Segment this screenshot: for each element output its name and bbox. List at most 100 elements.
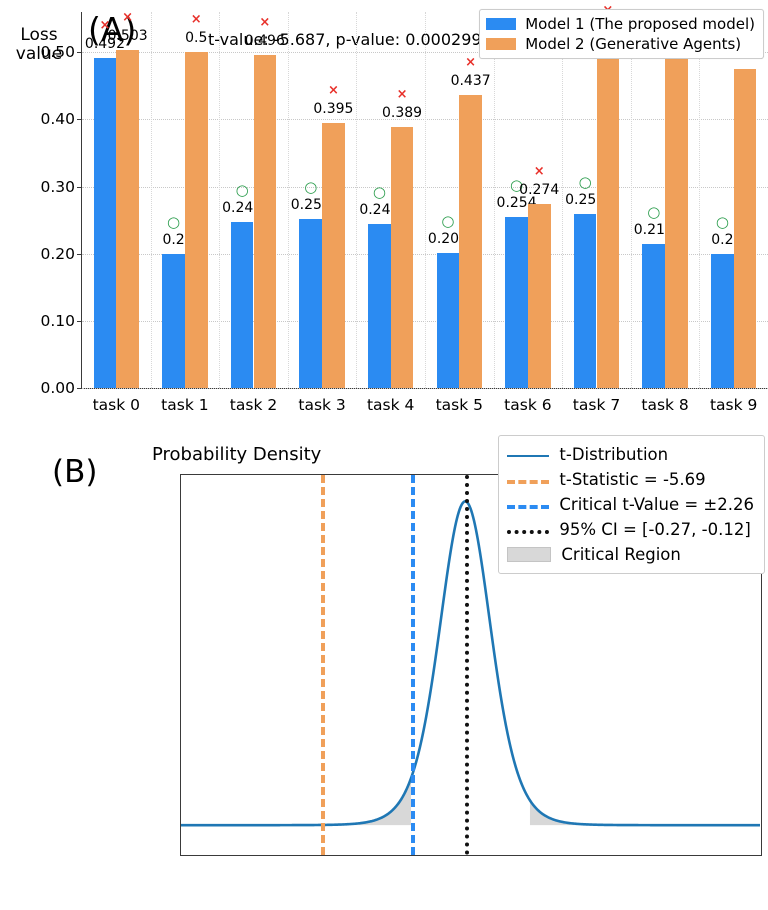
bar-value-label: 0.247 — [222, 200, 263, 217]
significance-marker-x: × — [465, 54, 477, 70]
bar-model-1[interactable] — [711, 253, 734, 388]
panel-b-plot-area: 0.000.050.100.150.200.250.300.350.40−10.… — [180, 474, 762, 856]
significance-marker-x: × — [122, 10, 134, 26]
bar-model-2[interactable] — [596, 42, 620, 388]
legend-label-model-1: Model 1 (The proposed model) — [525, 15, 755, 33]
bar-model-2[interactable] — [665, 58, 688, 388]
legend-marker-dashed — [507, 473, 550, 487]
panel-a-x-tick-label: task 0 — [92, 396, 141, 414]
gridline-vertical — [493, 12, 495, 388]
panel-a-x-tick-label: task 5 — [435, 396, 484, 414]
bar-model-2[interactable] — [322, 122, 345, 388]
critical-region-right — [529, 800, 760, 826]
panel-a-y-axis-label-line1: Loss — [20, 25, 58, 45]
panel-a-stat-annotation: t-value: -5.687, p-value: 0.000299 — [208, 30, 482, 49]
bar-model-1[interactable] — [230, 222, 254, 388]
panel-a-y-tick-label: 0.40 — [40, 110, 81, 129]
bar-model-1[interactable] — [299, 219, 323, 388]
bar-model-2[interactable] — [527, 204, 551, 388]
bar-model-1[interactable] — [642, 244, 666, 388]
bar-value-label: 0.5 — [185, 30, 208, 47]
bar-value-label: 0.492 — [84, 35, 126, 52]
gridline-horizontal — [82, 388, 768, 389]
legend-label: t-Distribution — [559, 445, 669, 464]
panel-a-x-tick-label: task 4 — [366, 396, 415, 414]
panel-b-distribution-chart: (B) Probability Density 0.000.050.100.15… — [0, 432, 768, 910]
vertical-line-critical-t-value-lower — [411, 475, 416, 855]
gridline-vertical — [425, 12, 426, 388]
vertical-line-t-statistic — [320, 475, 325, 855]
legend-marker-patch — [507, 547, 552, 562]
bar-value-label: 0.2 — [711, 231, 734, 248]
bar-model-1[interactable] — [93, 57, 117, 388]
legend-item: Model 1 (The proposed model) — [486, 14, 755, 34]
vertical-line-95-ci — [465, 475, 470, 855]
bar-model-1[interactable] — [573, 214, 597, 388]
gridline-vertical — [219, 12, 221, 388]
bar-model-1[interactable] — [162, 253, 185, 388]
legend-item: t-Statistic = -5.69 — [507, 467, 754, 492]
significance-marker-o: ○ — [372, 183, 386, 202]
panel-a-y-axis-label-line2: value — [15, 44, 63, 65]
significance-marker-o: ○ — [304, 178, 318, 197]
significance-marker-x: × — [190, 12, 202, 28]
gridline-vertical — [699, 12, 701, 388]
panel-a-y-tick-label: 0.30 — [40, 177, 81, 196]
bar-value-label: 0.503 — [107, 28, 148, 45]
panel-a-y-tick-label: 0.10 — [40, 311, 81, 330]
bar-model-1[interactable] — [368, 224, 391, 388]
bar-model-2[interactable] — [459, 94, 482, 388]
legend-marker-dotted — [507, 523, 550, 537]
legend-swatch-model-2 — [486, 38, 517, 50]
significance-marker-o: ○ — [510, 176, 524, 195]
significance-marker-o: ○ — [235, 181, 249, 200]
legend-item: Critical Region — [507, 542, 754, 567]
bar-model-2[interactable] — [733, 69, 757, 388]
bar-model-2[interactable] — [116, 50, 139, 388]
panel-a-x-tick-label: task 7 — [572, 396, 621, 414]
bar-value-label: 0.274 — [519, 182, 560, 199]
gridline-vertical — [630, 12, 632, 388]
bar-value-label: 0.395 — [313, 100, 354, 117]
panel-b-legend: t-Distribution t-Statistic = -5.69 Critica… — [498, 435, 765, 574]
bar-value-label: 0.254 — [496, 195, 537, 212]
significance-marker-x: × — [327, 82, 339, 98]
gridline-vertical — [562, 12, 564, 388]
legend-item: t-Distribution — [507, 442, 754, 467]
bar-value-label: 0.2 — [162, 231, 185, 248]
bar-value-label: 0.437 — [450, 72, 491, 89]
panel-a-y-tick-label: 0.50 — [40, 43, 81, 62]
significance-marker-o: ○ — [167, 212, 181, 231]
bar-value-label: 0.244 — [359, 202, 400, 219]
bar-model-1[interactable] — [436, 253, 460, 388]
legend-item: 95% CI = [-0.27, -0.12] — [507, 517, 754, 542]
legend-label: Critical t-Value = ±2.26 — [559, 495, 754, 514]
significance-marker-x: × — [99, 17, 111, 33]
bar-model-2[interactable] — [390, 126, 414, 388]
bar-model-1[interactable] — [505, 217, 528, 388]
gridline-vertical — [150, 12, 152, 388]
t-distribution-line — [181, 500, 760, 827]
bar-value-label: 0.496 — [244, 32, 285, 49]
gridline-vertical — [287, 12, 289, 388]
significance-marker-o: ○ — [578, 173, 592, 192]
legend-item: Critical t-Value = ±2.26 — [507, 492, 754, 517]
panel-a-x-tick-label: task 1 — [161, 396, 209, 414]
legend-label-model-2: Model 2 (Generative Agents) — [525, 35, 742, 53]
panel-b-title: Probability Density — [152, 444, 322, 465]
significance-marker-o: ○ — [647, 203, 661, 222]
panel-a-label: (A) — [88, 10, 137, 49]
panel-b-label: (B) — [52, 454, 98, 490]
bar-model-2[interactable] — [253, 54, 277, 388]
significance-marker-x: × — [533, 164, 545, 180]
legend-marker-dashed — [507, 498, 550, 512]
panel-a-y-tick-label: 0.00 — [40, 379, 81, 397]
bar-value-label: 0.259 — [565, 192, 606, 209]
bar-model-2[interactable] — [184, 52, 208, 388]
panel-a-x-tick-label: task 2 — [229, 396, 278, 414]
significance-marker-o: ○ — [715, 212, 729, 231]
significance-marker-x: × — [259, 14, 271, 30]
legend-label: Critical Region — [561, 545, 681, 564]
legend-label: t-Statistic = -5.69 — [559, 470, 706, 489]
